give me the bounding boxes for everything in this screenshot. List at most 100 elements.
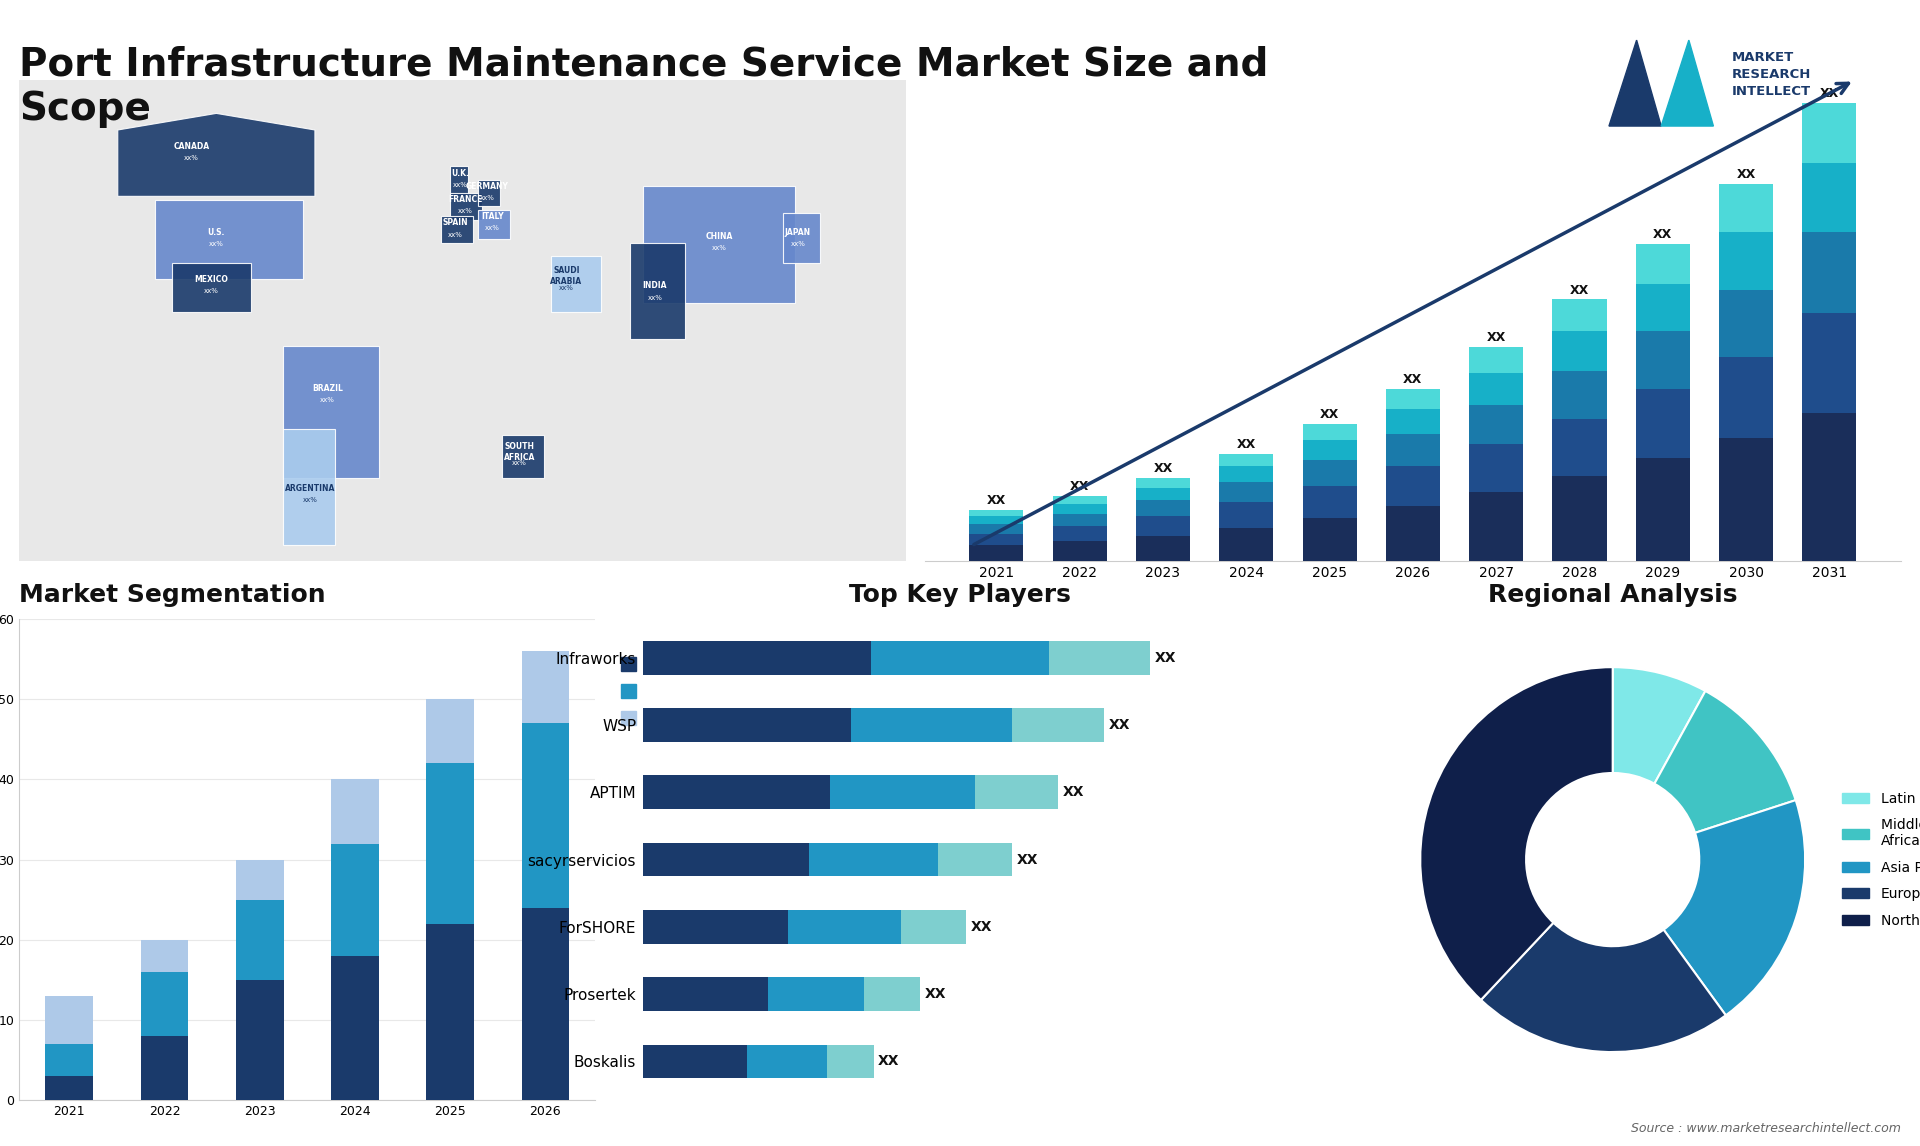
Text: ARGENTINA: ARGENTINA <box>284 484 336 493</box>
Bar <box>975 776 1058 809</box>
Bar <box>1718 185 1774 231</box>
Polygon shape <box>451 193 482 220</box>
Bar <box>970 545 1023 562</box>
Bar <box>1219 454 1273 466</box>
Bar <box>643 1045 747 1078</box>
Bar <box>1052 542 1106 562</box>
Bar <box>1469 492 1523 562</box>
Polygon shape <box>551 256 601 313</box>
Text: xx%: xx% <box>513 461 526 466</box>
Bar <box>970 534 1023 545</box>
Bar <box>426 924 474 1100</box>
Polygon shape <box>478 210 509 240</box>
Bar <box>522 651 568 723</box>
Bar <box>1302 440 1357 461</box>
Text: XX: XX <box>1069 480 1089 493</box>
Text: JAPAN: JAPAN <box>785 228 810 237</box>
Bar <box>643 842 808 877</box>
Text: XX: XX <box>1108 719 1131 732</box>
Bar <box>1553 371 1607 418</box>
Bar <box>426 699 474 763</box>
Bar <box>1803 313 1857 413</box>
Bar <box>1137 535 1190 562</box>
Text: CHINA: CHINA <box>705 231 733 241</box>
Bar <box>330 779 378 843</box>
Bar <box>46 1044 92 1076</box>
Text: xx%: xx% <box>303 497 317 503</box>
Title: Regional Analysis: Regional Analysis <box>1488 583 1738 607</box>
Bar <box>1636 283 1690 331</box>
Text: XX: XX <box>1154 651 1177 665</box>
Text: SPAIN: SPAIN <box>442 219 468 227</box>
Text: XX: XX <box>1154 462 1173 476</box>
Bar <box>643 708 851 741</box>
Bar <box>1553 299 1607 331</box>
Bar <box>1386 434 1440 466</box>
Bar <box>1553 331 1607 371</box>
Bar <box>1803 413 1857 562</box>
Bar <box>1137 488 1190 500</box>
Bar <box>1803 231 1857 313</box>
Bar <box>1302 424 1357 440</box>
Bar <box>1052 496 1106 504</box>
Text: xx%: xx% <box>321 398 334 403</box>
Text: xx%: xx% <box>447 231 463 237</box>
Bar <box>426 763 474 924</box>
Bar <box>939 842 1012 877</box>
Text: XX: XX <box>1736 168 1755 181</box>
Bar <box>1048 641 1150 675</box>
Text: Source : www.marketresearchintellect.com: Source : www.marketresearchintellect.com <box>1630 1122 1901 1135</box>
Text: XX: XX <box>987 494 1006 507</box>
Text: xx%: xx% <box>209 242 225 248</box>
Text: XX: XX <box>1062 785 1085 799</box>
Bar <box>872 641 1048 675</box>
Text: xx%: xx% <box>480 195 495 201</box>
Text: U.K.: U.K. <box>451 168 468 178</box>
Text: XX: XX <box>1820 87 1839 100</box>
Bar <box>643 978 768 1011</box>
Polygon shape <box>156 199 303 280</box>
Bar <box>140 1036 188 1100</box>
Bar <box>1718 231 1774 290</box>
Bar <box>1219 527 1273 562</box>
Text: XX: XX <box>1016 853 1039 866</box>
Wedge shape <box>1655 691 1795 833</box>
Bar <box>1803 103 1857 163</box>
Polygon shape <box>643 187 795 303</box>
Bar <box>1469 347 1523 372</box>
Title: Top Key Players: Top Key Players <box>849 583 1071 607</box>
Text: xx%: xx% <box>486 225 499 230</box>
Bar <box>1219 502 1273 527</box>
Text: Market Segmentation: Market Segmentation <box>19 583 326 607</box>
Bar <box>643 776 829 809</box>
Bar <box>1137 516 1190 535</box>
Polygon shape <box>1609 40 1661 126</box>
Polygon shape <box>282 429 334 544</box>
Text: CANADA: CANADA <box>173 142 209 151</box>
Polygon shape <box>117 113 315 196</box>
Bar <box>1137 500 1190 516</box>
Text: XX: XX <box>1236 438 1256 452</box>
Bar <box>1012 708 1104 741</box>
Polygon shape <box>503 435 543 478</box>
Bar <box>236 900 284 980</box>
Bar <box>1052 504 1106 513</box>
Text: xx%: xx% <box>559 284 574 291</box>
Bar <box>1636 458 1690 562</box>
Bar <box>900 910 966 943</box>
Bar <box>1469 445 1523 492</box>
Text: FRANCE: FRANCE <box>447 195 482 204</box>
Bar <box>829 776 975 809</box>
Bar <box>1636 244 1690 283</box>
Text: GERMANY: GERMANY <box>467 182 509 191</box>
Wedge shape <box>1613 667 1705 784</box>
Bar <box>768 978 864 1011</box>
Text: XX: XX <box>877 1054 900 1068</box>
Bar <box>1553 476 1607 562</box>
Text: XX: XX <box>1571 283 1590 297</box>
Bar <box>643 641 872 675</box>
Text: XX: XX <box>970 920 993 934</box>
Bar <box>1718 439 1774 562</box>
Legend: Latin America, Middle East &
Africa, Asia Pacific, Europe, North America: Latin America, Middle East & Africa, Asi… <box>1836 786 1920 933</box>
Bar <box>1636 331 1690 388</box>
